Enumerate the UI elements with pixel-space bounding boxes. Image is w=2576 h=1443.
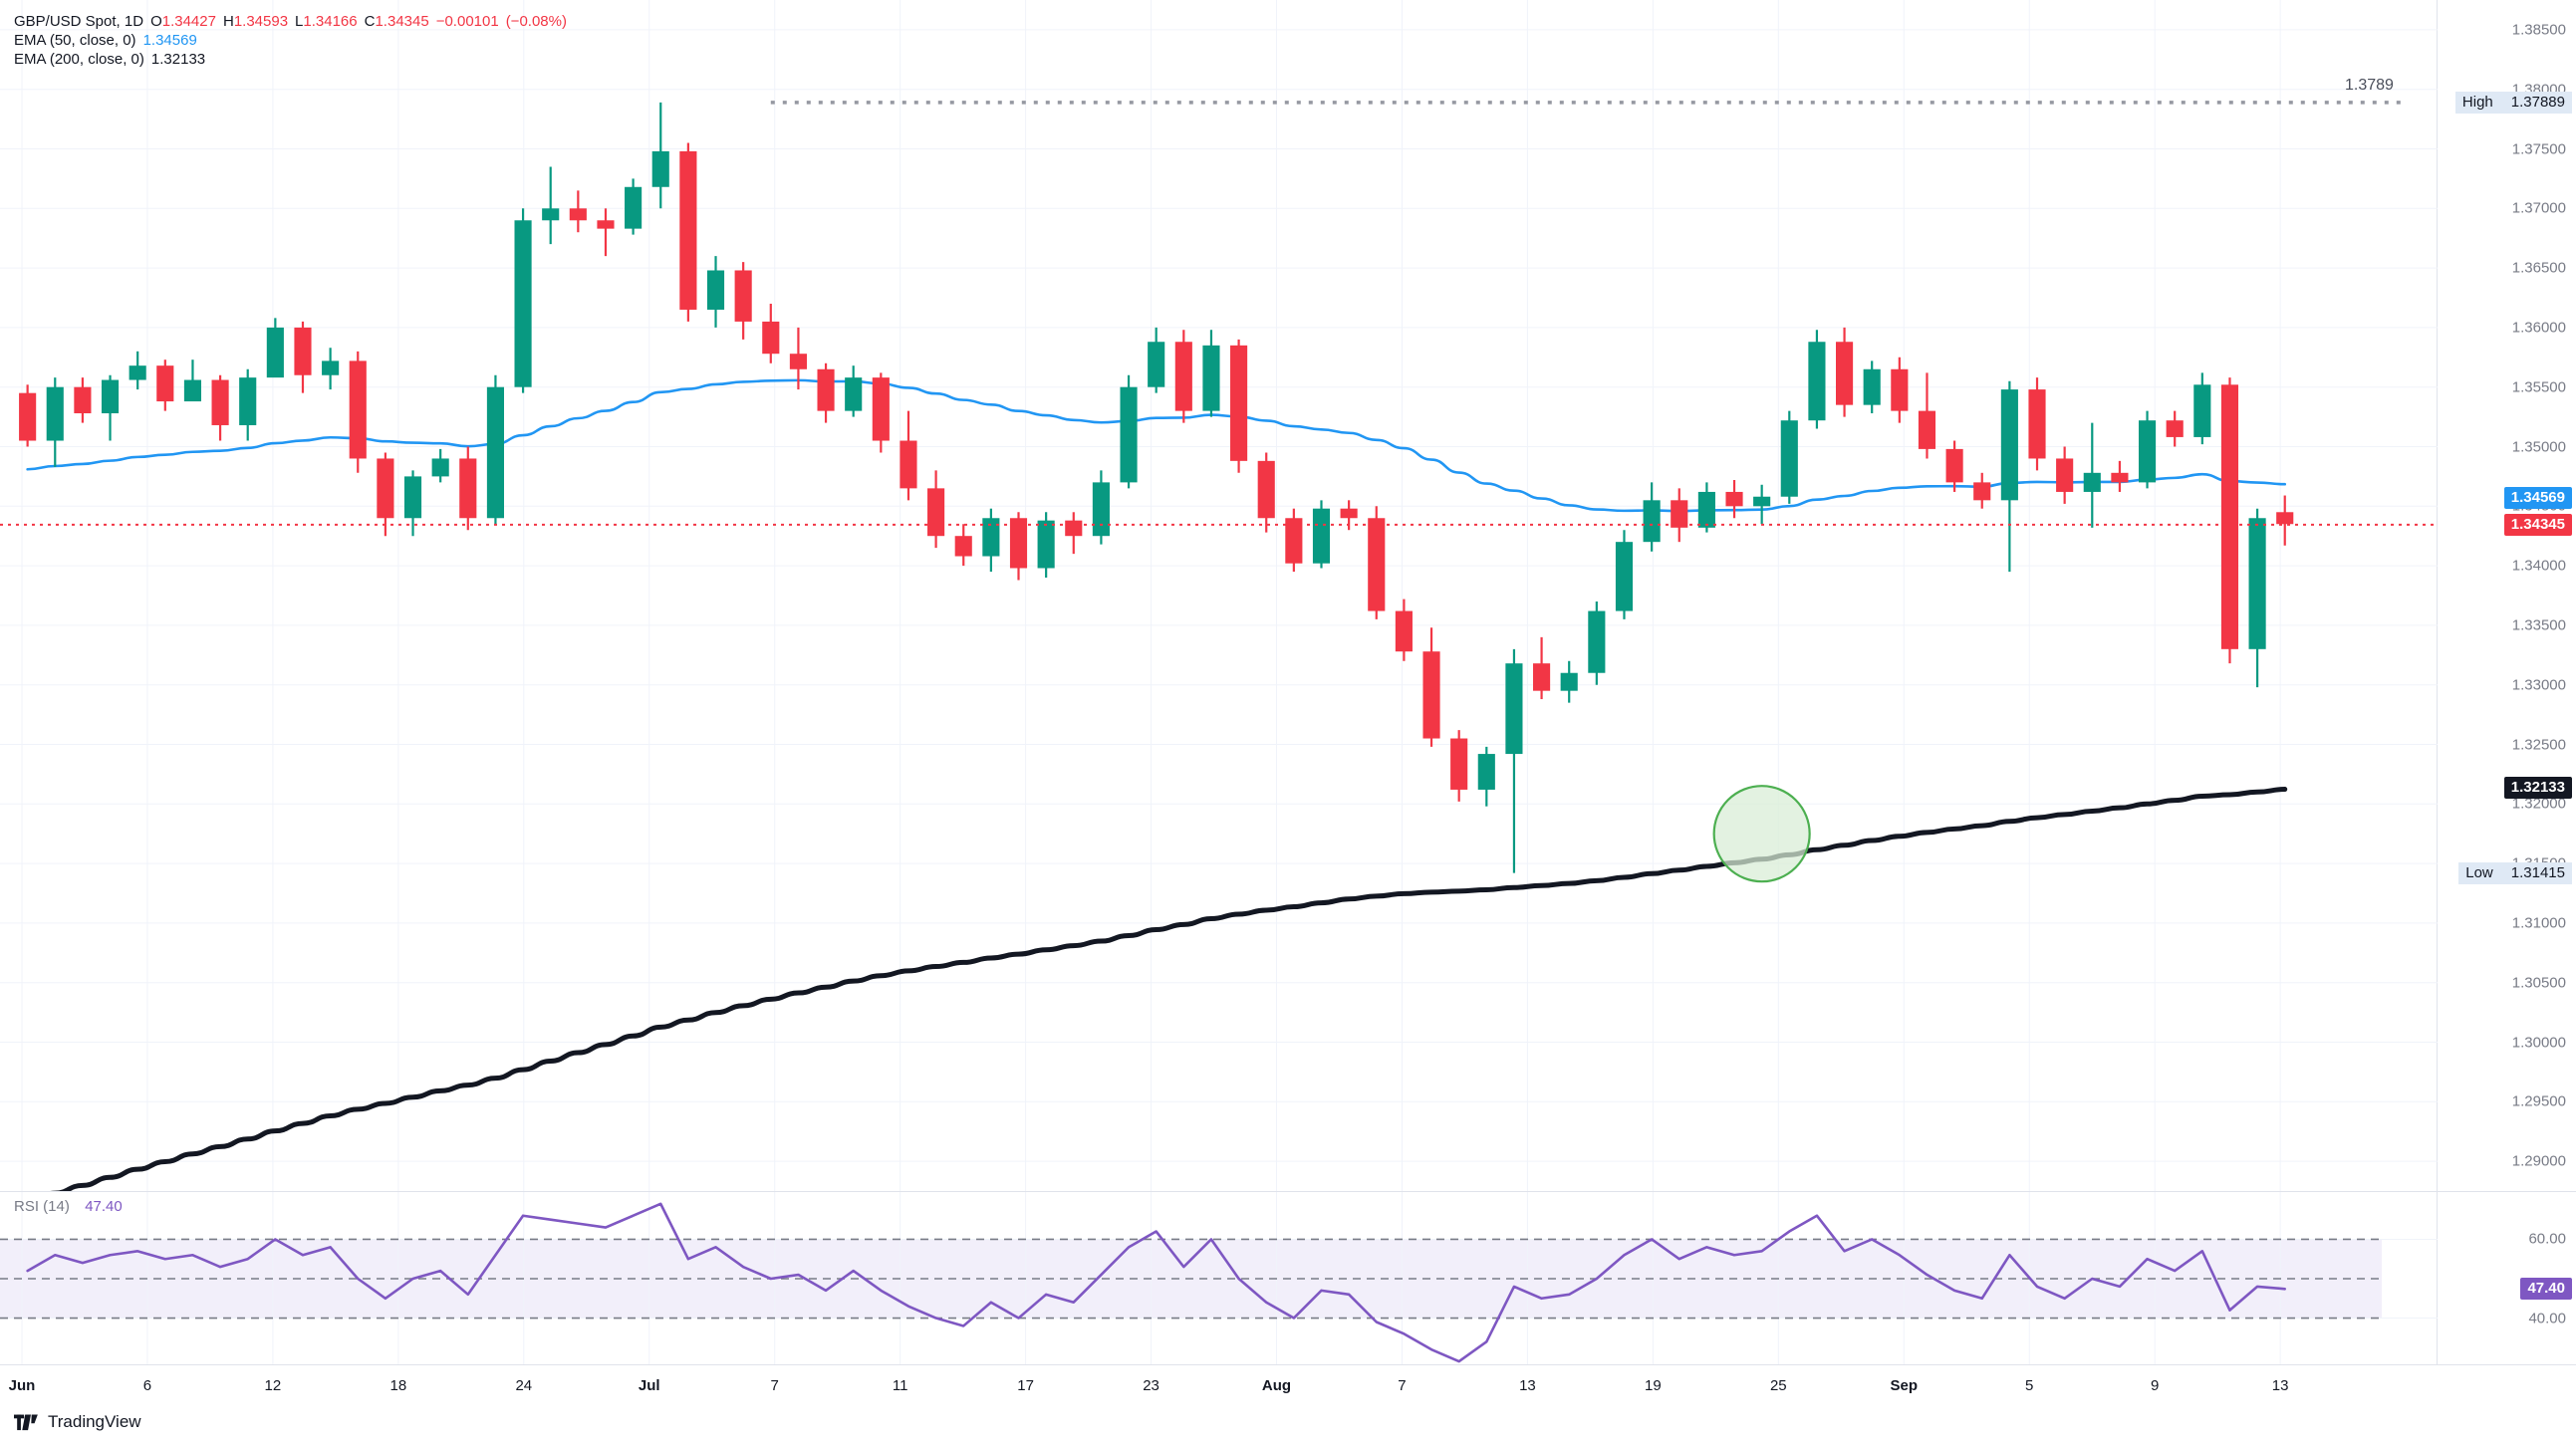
current-price-badge[interactable]: 1.34345 bbox=[2503, 513, 2572, 536]
time-axis-day-label: 18 bbox=[389, 1377, 407, 1394]
chart-footer: TradingView bbox=[0, 1407, 2576, 1443]
rsi-axis[interactable]: 60.00 40.00 47.40 bbox=[2438, 1191, 2576, 1364]
tradingview-mark-icon bbox=[14, 1414, 38, 1430]
level-annotation-label: 1.3789 bbox=[2345, 76, 2394, 94]
time-axis-month-label: Jul bbox=[638, 1377, 660, 1394]
time-axis[interactable]: Jun 6 12 18 24 Jul 7 11 17 23 Aug 7 13 19 25 Sep 5 9 13 bbox=[0, 1364, 2576, 1407]
low-price-marker: Low 1.31415 bbox=[2458, 862, 2572, 885]
price-axis-tick: 1.35500 bbox=[2511, 378, 2566, 396]
price-axis-tick: 1.30500 bbox=[2511, 974, 2566, 992]
low-value: 1.31415 bbox=[2510, 864, 2565, 882]
time-axis-day-label: 19 bbox=[1645, 1377, 1662, 1394]
time-axis-day-label: 11 bbox=[892, 1377, 908, 1394]
rsi-axis-tick: 60.00 bbox=[2528, 1230, 2566, 1248]
price-axis[interactable]: 1.38500 1.38000 1.37500 1.37000 1.36500 1.360… bbox=[2438, 0, 2576, 1191]
rsi-value-badge[interactable]: 47.40 bbox=[2520, 1278, 2572, 1301]
time-axis-day-label: 7 bbox=[770, 1377, 779, 1394]
price-chart-plot[interactable] bbox=[0, 0, 2438, 1191]
high-tag: High bbox=[2461, 93, 2493, 111]
price-axis-tick: 1.29500 bbox=[2511, 1092, 2566, 1110]
time-axis-month-label: Sep bbox=[1890, 1377, 1919, 1394]
time-axis-month-label: Aug bbox=[1261, 1377, 1292, 1394]
high-value: 1.37889 bbox=[2510, 93, 2565, 111]
time-axis-day-label: 7 bbox=[1398, 1377, 1407, 1394]
candlestick-svg bbox=[0, 0, 2438, 1191]
price-axis-tick: 1.32000 bbox=[2511, 795, 2566, 813]
time-axis-month-label: Jun bbox=[8, 1377, 36, 1394]
time-axis-day-label: 5 bbox=[2025, 1377, 2034, 1394]
time-axis-day-label: 9 bbox=[2151, 1377, 2160, 1394]
price-axis-tick: 1.32500 bbox=[2511, 736, 2566, 753]
price-axis-tick: 1.37000 bbox=[2511, 199, 2566, 217]
price-axis-tick: 1.37500 bbox=[2511, 140, 2566, 157]
price-axis-tick: 1.36000 bbox=[2511, 319, 2566, 337]
time-axis-day-label: 23 bbox=[1143, 1377, 1159, 1394]
price-axis-tick: 1.34000 bbox=[2511, 557, 2566, 575]
price-axis-tick: 1.35000 bbox=[2511, 438, 2566, 455]
time-axis-day-label: 24 bbox=[515, 1377, 533, 1394]
time-axis-day-label: 6 bbox=[142, 1377, 152, 1394]
rsi-indicator-pane[interactable]: RSI (14) 47.40 bbox=[0, 1191, 2438, 1365]
price-axis-tick: 1.31000 bbox=[2511, 914, 2566, 932]
price-axis-tick: 1.38500 bbox=[2511, 21, 2566, 39]
tradingview-logo[interactable]: TradingView bbox=[14, 1412, 141, 1432]
rsi-svg bbox=[0, 1192, 2438, 1365]
time-axis-day-label: 13 bbox=[2271, 1377, 2289, 1394]
price-axis-tick: 1.33000 bbox=[2511, 676, 2566, 694]
time-axis-day-label: 25 bbox=[1769, 1377, 1787, 1394]
time-axis-day-label: 17 bbox=[1017, 1377, 1034, 1394]
ema50-price-badge[interactable]: 1.34569 bbox=[2503, 487, 2572, 510]
price-axis-tick: 1.33500 bbox=[2511, 616, 2566, 634]
high-price-marker: High 1.37889 bbox=[2454, 91, 2572, 114]
price-axis-tick: 1.36500 bbox=[2511, 259, 2566, 277]
price-axis-tick: 1.30000 bbox=[2511, 1034, 2566, 1051]
tradingview-wordmark: TradingView bbox=[48, 1412, 141, 1431]
time-axis-day-label: 13 bbox=[1519, 1377, 1536, 1394]
rsi-axis-tick: 40.00 bbox=[2528, 1310, 2566, 1327]
low-tag: Low bbox=[2465, 864, 2493, 882]
ema200-price-badge[interactable]: 1.32133 bbox=[2503, 777, 2572, 800]
time-axis-day-label: 12 bbox=[264, 1377, 282, 1394]
price-axis-tick: 1.29000 bbox=[2511, 1152, 2566, 1170]
